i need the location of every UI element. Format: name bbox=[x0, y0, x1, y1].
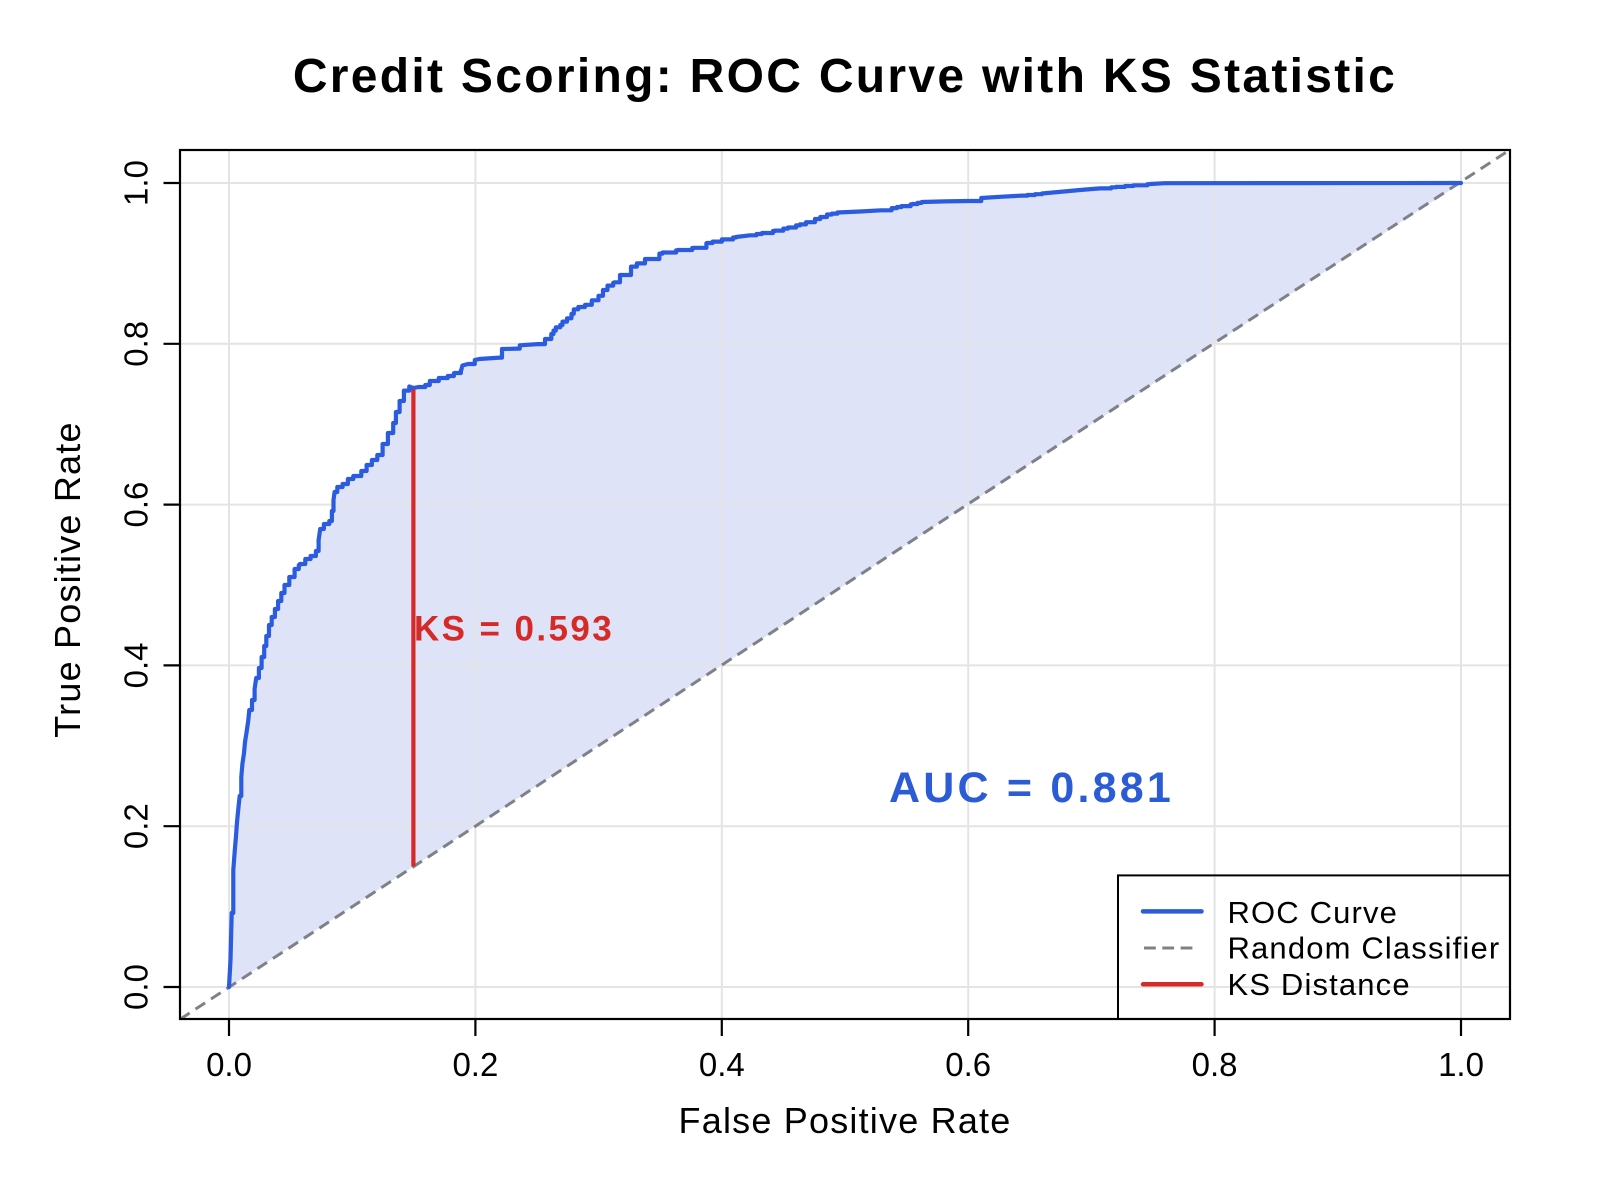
svg-text:True Positive Rate: True Positive Rate bbox=[47, 421, 88, 737]
svg-text:KS Distance: KS Distance bbox=[1228, 967, 1411, 1002]
svg-text:1.0: 1.0 bbox=[118, 160, 155, 206]
svg-text:KS = 0.593: KS = 0.593 bbox=[414, 610, 614, 649]
svg-text:0.4: 0.4 bbox=[118, 642, 155, 688]
svg-text:Credit Scoring: ROC Curve with: Credit Scoring: ROC Curve with KS Statis… bbox=[293, 50, 1397, 103]
svg-text:ROC Curve: ROC Curve bbox=[1228, 895, 1399, 930]
svg-text:0.8: 0.8 bbox=[1192, 1046, 1238, 1083]
svg-text:Random Classifier: Random Classifier bbox=[1228, 930, 1501, 965]
svg-text:0.2: 0.2 bbox=[452, 1046, 498, 1083]
svg-text:0.8: 0.8 bbox=[118, 321, 155, 367]
svg-text:0.0: 0.0 bbox=[118, 964, 155, 1010]
svg-text:0.0: 0.0 bbox=[206, 1046, 252, 1083]
svg-text:0.4: 0.4 bbox=[699, 1046, 745, 1083]
svg-text:False Positive Rate: False Positive Rate bbox=[679, 1100, 1012, 1141]
svg-text:1.0: 1.0 bbox=[1438, 1046, 1484, 1083]
svg-text:0.6: 0.6 bbox=[945, 1046, 991, 1083]
svg-text:0.6: 0.6 bbox=[118, 482, 155, 528]
svg-text:0.2: 0.2 bbox=[118, 803, 155, 849]
svg-text:AUC = 0.881: AUC = 0.881 bbox=[889, 764, 1174, 812]
